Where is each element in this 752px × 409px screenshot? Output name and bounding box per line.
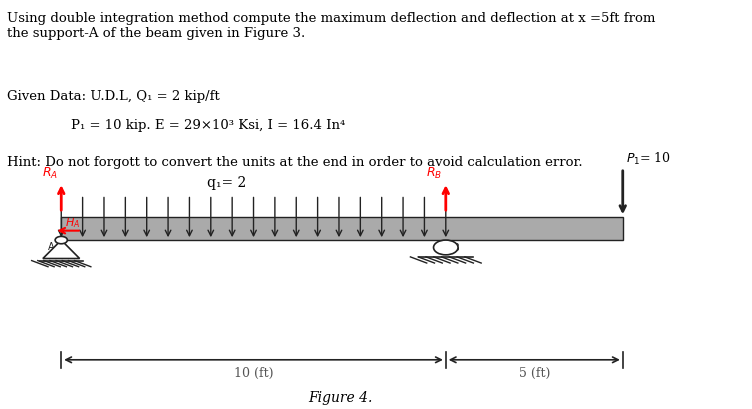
Polygon shape	[43, 240, 80, 259]
Text: Figure 4.: Figure 4.	[308, 390, 372, 404]
Text: $P_1$= 10: $P_1$= 10	[626, 151, 672, 166]
Text: A: A	[47, 241, 54, 251]
Text: B: B	[453, 243, 459, 253]
Text: Hint: Do not forgott to convert the units at the end in order to avoid calculati: Hint: Do not forgott to convert the unit…	[7, 155, 583, 169]
Text: $H_A$: $H_A$	[65, 216, 80, 230]
Text: 10 (ft): 10 (ft)	[234, 366, 273, 379]
Circle shape	[434, 240, 458, 255]
Text: $R_A$: $R_A$	[42, 166, 58, 181]
Text: 5 (ft): 5 (ft)	[519, 366, 550, 379]
FancyBboxPatch shape	[61, 218, 623, 240]
Text: P₁ = 10 kip. E = 29×10³ Ksi, I = 16.4 In⁴: P₁ = 10 kip. E = 29×10³ Ksi, I = 16.4 In…	[71, 119, 346, 132]
Circle shape	[55, 237, 68, 244]
Text: $R_B$: $R_B$	[426, 166, 442, 181]
Text: Using double integration method compute the maximum deflection and deflection at: Using double integration method compute …	[7, 12, 655, 40]
Text: Given Data: U.D.L, Q₁ = 2 kip/ft: Given Data: U.D.L, Q₁ = 2 kip/ft	[7, 90, 220, 103]
Text: q₁= 2: q₁= 2	[207, 176, 246, 190]
